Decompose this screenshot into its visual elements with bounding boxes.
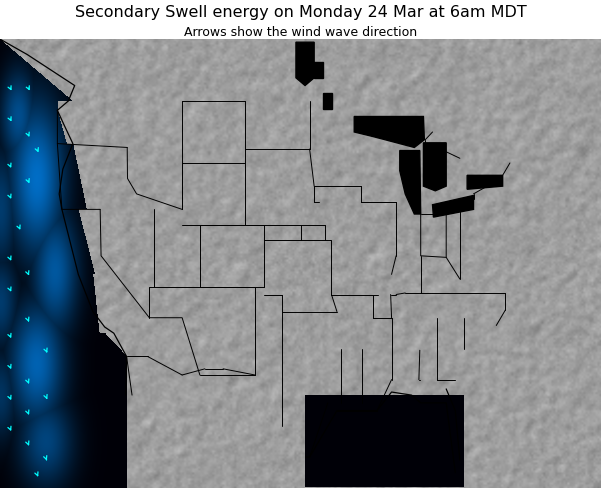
Polygon shape [314,63,323,79]
Text: Arrows show the wind wave direction: Arrows show the wind wave direction [184,26,417,40]
Text: Secondary Swell energy on Monday 24 Mar at 6am MDT: Secondary Swell energy on Monday 24 Mar … [75,4,526,20]
Polygon shape [400,151,421,215]
Polygon shape [354,117,424,148]
Polygon shape [296,43,314,86]
Polygon shape [433,196,474,218]
Polygon shape [424,143,446,191]
Polygon shape [323,94,332,109]
Polygon shape [467,176,502,190]
